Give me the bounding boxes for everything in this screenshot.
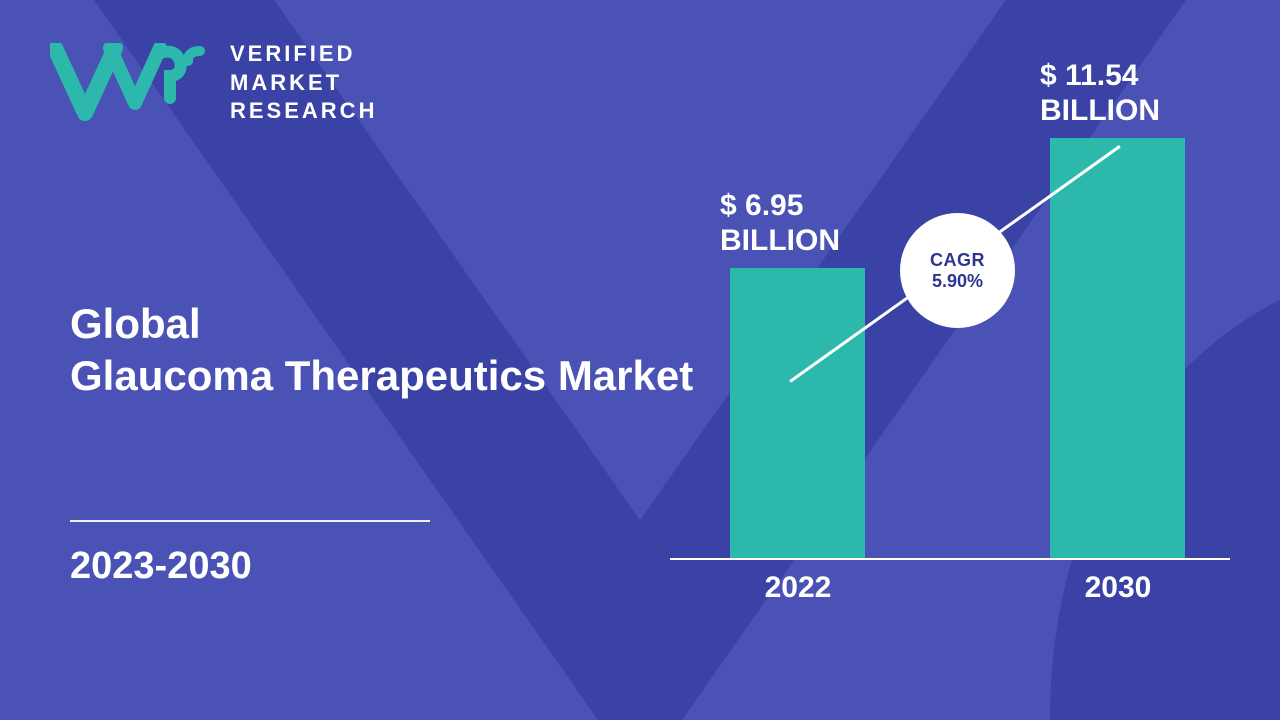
infographic-canvas: VERIFIED MARKET RESEARCH Global Glaucoma… <box>0 0 1280 720</box>
bar-2022-unit: BILLION <box>720 224 840 257</box>
bar-2030 <box>1050 138 1185 558</box>
logo-text-line1: VERIFIED <box>230 40 377 69</box>
bar-2030-year: 2030 <box>1048 571 1188 605</box>
brand-logo: VERIFIED MARKET RESEARCH <box>50 40 377 126</box>
chart-x-axis <box>670 558 1230 560</box>
cagr-value: 5.90% <box>932 271 983 292</box>
bar-2030-unit: BILLION <box>1040 94 1160 127</box>
title-divider <box>70 520 430 522</box>
forecast-period: 2023-2030 <box>70 545 252 588</box>
title-line1: Global <box>70 300 693 348</box>
cagr-label: CAGR <box>930 250 985 271</box>
logo-text-line3: RESEARCH <box>230 97 377 126</box>
title-line2: Glaucoma Therapeutics Market <box>70 352 693 400</box>
logo-text-line2: MARKET <box>230 69 377 98</box>
bar-2022 <box>730 268 865 558</box>
bar-chart: $ 6.95 BILLION 2022 $ 11.54 BILLION 2030… <box>670 70 1230 610</box>
logo-text: VERIFIED MARKET RESEARCH <box>230 40 377 126</box>
bar-2022-amount: $ 6.95 <box>720 189 803 222</box>
title-block: Global Glaucoma Therapeutics Market <box>70 300 693 400</box>
bar-2022-year: 2022 <box>728 571 868 605</box>
bar-2022-value: $ 6.95 BILLION <box>720 189 840 258</box>
cagr-badge: CAGR 5.90% <box>900 213 1015 328</box>
bar-2030-amount: $ 11.54 <box>1040 59 1138 92</box>
bar-2030-value: $ 11.54 BILLION <box>1040 59 1160 128</box>
logo-mark-icon <box>50 43 210 123</box>
